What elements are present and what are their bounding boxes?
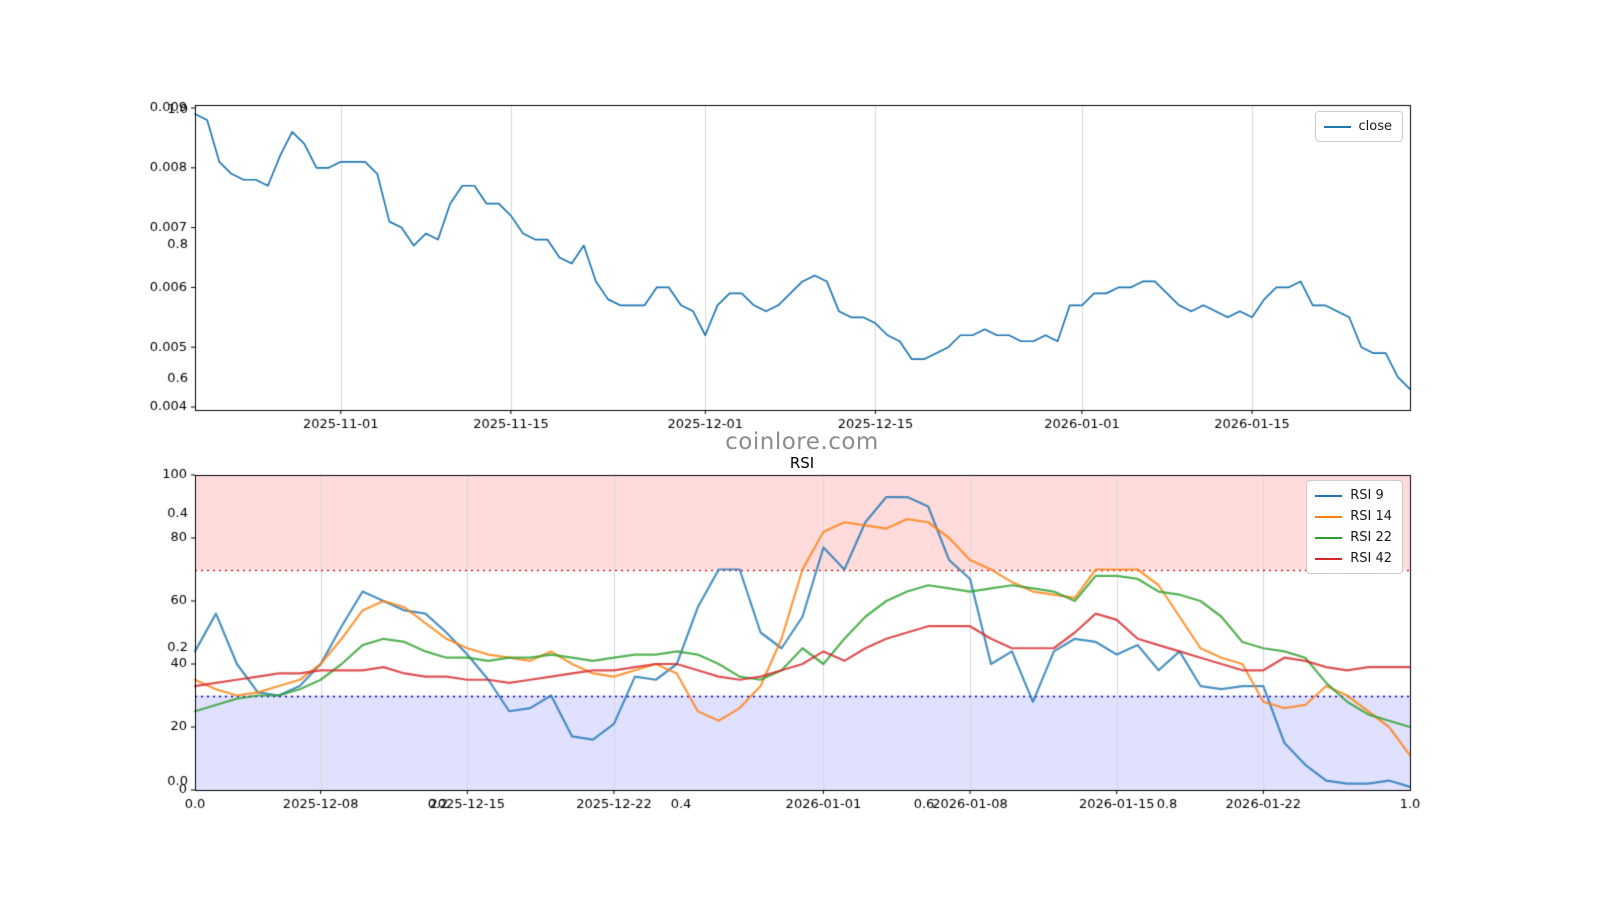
rsi14-line-swatch	[1315, 515, 1343, 518]
rsi-legend: RSI 9 RSI 14 RSI 22 RSI 42	[1306, 480, 1403, 574]
legend-entry-close: close	[1323, 116, 1392, 137]
legend-entry-rsi14: RSI 14	[1315, 506, 1392, 527]
legend-entry-rsi22: RSI 22	[1315, 527, 1392, 548]
price-legend: close	[1314, 111, 1403, 142]
rsi22-line-swatch	[1315, 536, 1343, 539]
legend-entry-rsi9: RSI 9	[1315, 485, 1392, 506]
close-line-swatch	[1323, 125, 1351, 128]
legend-label-rsi14: RSI 14	[1350, 509, 1392, 524]
rsi9-line-swatch	[1315, 494, 1343, 497]
legend-label-close: close	[1358, 119, 1392, 134]
legend-entry-rsi42: RSI 42	[1315, 548, 1392, 569]
watermark: coinlore.com	[725, 429, 879, 455]
legend-label-rsi42: RSI 42	[1350, 551, 1392, 566]
rsi-chart-title: RSI	[789, 454, 815, 472]
legend-label-rsi22: RSI 22	[1350, 530, 1392, 545]
rsi42-line-swatch	[1315, 557, 1343, 560]
legend-label-rsi9: RSI 9	[1350, 488, 1384, 503]
